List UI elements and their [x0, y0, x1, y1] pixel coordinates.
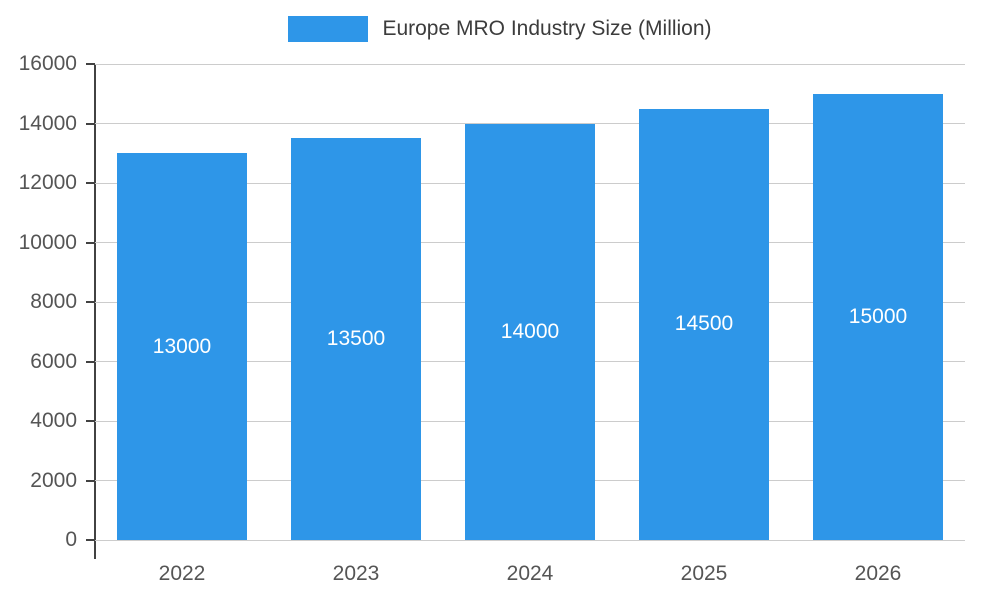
x-axis-label: 2024 — [506, 562, 554, 585]
y-axis-tick-label: 16000 — [18, 52, 77, 75]
bar-value-label: 13000 — [152, 334, 212, 358]
bar-value-label: 14500 — [674, 312, 734, 336]
chart-legend: Europe MRO Industry Size (Million) — [0, 16, 1000, 42]
y-axis-tick-label: 4000 — [30, 409, 77, 432]
bar-value-label: 13500 — [326, 327, 386, 351]
x-axis-label: 2023 — [332, 562, 380, 585]
x-axis-label: 2022 — [158, 562, 206, 585]
plot-area: 0 2000 4000 6000 8000 10000 12000 14000 16000 130… — [19, 52, 965, 585]
y-axis-tick-mark — [86, 360, 95, 363]
bar-2025: 14500 — [639, 108, 769, 540]
y-axis-tick-mark — [86, 122, 95, 125]
y-axis-tick-mark — [86, 63, 95, 65]
y-axis-tick-mark — [86, 539, 95, 541]
y-axis-tick-mark — [86, 241, 95, 244]
bar-2022: 13000 — [117, 153, 247, 540]
bar-value-label: 14000 — [500, 319, 560, 343]
y-axis-tick-mark — [86, 479, 95, 482]
y-axis-tick-label: 10000 — [18, 230, 77, 254]
x-axis-label: 2026 — [854, 562, 902, 585]
y-axis-line — [94, 64, 96, 560]
gridline — [95, 539, 965, 541]
bar-2024: 14000 — [465, 123, 595, 540]
chart-title: Europe MRO Industry Size (Million) — [382, 17, 712, 40]
x-axis-label: 2025 — [680, 562, 728, 585]
gridline — [95, 63, 965, 65]
legend-swatch-icon — [288, 16, 369, 42]
bar-2023: 13500 — [291, 138, 421, 540]
bar-2026: 15000 — [813, 93, 943, 540]
y-axis-tick-label: 0 — [65, 528, 77, 551]
y-axis-tick-mark — [86, 182, 95, 184]
y-axis-tick-label: 6000 — [30, 349, 77, 373]
y-axis-tick-label: 12000 — [18, 171, 77, 194]
y-axis-tick-mark — [86, 420, 95, 422]
y-axis-tick-label: 8000 — [30, 290, 77, 313]
y-axis-tick-label: 14000 — [18, 111, 77, 135]
bar-value-label: 15000 — [848, 304, 908, 328]
y-axis-tick-label: 2000 — [30, 468, 77, 492]
y-axis-tick-mark — [86, 301, 95, 303]
